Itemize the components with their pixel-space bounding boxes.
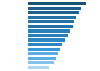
Bar (28, 29, 70, 33)
Bar (28, 38, 64, 42)
Bar (28, 11, 79, 14)
Bar (28, 43, 62, 46)
Bar (28, 57, 56, 60)
Bar (28, 25, 73, 28)
Bar (28, 20, 74, 23)
Bar (28, 34, 68, 37)
Bar (28, 66, 49, 69)
Bar (28, 52, 58, 55)
Bar (28, 61, 54, 64)
Bar (28, 2, 86, 5)
Bar (28, 16, 76, 19)
Bar (28, 7, 81, 10)
Bar (28, 48, 60, 51)
